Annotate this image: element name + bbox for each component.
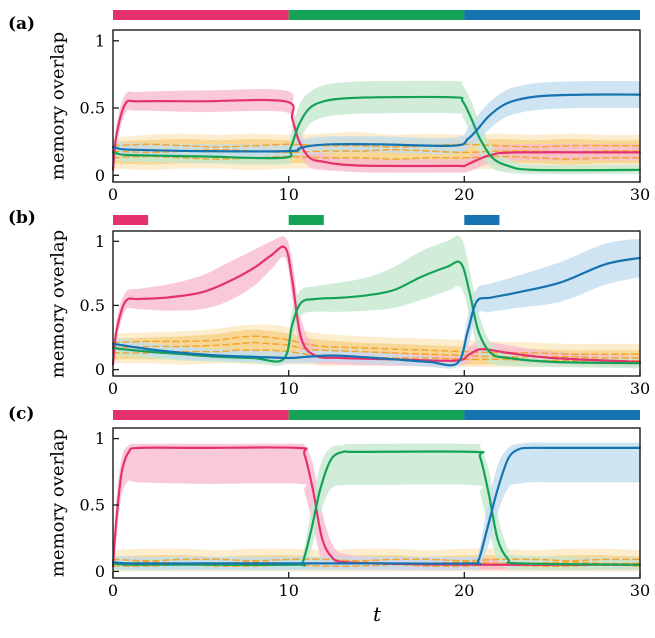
panel-c-plot: 0 10 20 30 0 0.5 1	[80, 410, 650, 600]
y-tick-label: 0	[95, 562, 105, 581]
panel-c-label: (c)	[8, 404, 35, 424]
y-tick-label: 0.5	[80, 496, 105, 515]
panel-b: (b) memory overlap 0 10 20 30 0 0.5 1	[0, 206, 655, 402]
x-tick-label: 20	[454, 185, 474, 204]
stim-bar-green	[288, 10, 465, 20]
x-tick-label: 0	[108, 581, 118, 600]
pink-memory-overlap-band	[113, 236, 640, 369]
green-memory-overlap-band	[113, 80, 640, 174]
other-memory-1-line	[112, 143, 641, 148]
y-tick-label: 1	[95, 31, 105, 50]
other-memory-1-line	[112, 558, 641, 562]
panel-a-label: (a)	[8, 14, 36, 34]
stim-bar-green	[288, 215, 324, 225]
blue-memory-overlap-band	[113, 442, 640, 571]
plot-frame	[112, 427, 641, 579]
x-tick-label: 20	[454, 581, 474, 600]
green-memory-overlap-band	[113, 235, 640, 369]
panel-b-label: (b)	[8, 208, 36, 228]
panel-a: (a) memory overlap 0 10 20 30 0 0.5 1	[0, 0, 655, 206]
x-tick-label: 30	[630, 581, 650, 600]
green-memory-overlap-line	[111, 450, 642, 567]
x-tick-label: 10	[279, 581, 299, 600]
other-memory-3-line	[112, 563, 641, 567]
y-tick-label: 0	[95, 360, 105, 379]
blue-memory-overlap-band	[113, 238, 640, 369]
x-tick-label: 10	[279, 379, 299, 398]
panel-a-plot: 0 10 20 30 0 0.5 1	[80, 10, 650, 204]
pink-memory-overlap-line	[111, 245, 642, 366]
y-tick-label: 0.5	[80, 296, 105, 315]
x-tick-label: 30	[630, 185, 650, 204]
blue-memory-overlap-line	[111, 256, 642, 367]
green-memory-overlap-line	[111, 260, 642, 365]
x-axis-label: t	[372, 602, 382, 626]
pink-memory-overlap-band	[113, 443, 640, 572]
blue-memory-overlap-line	[111, 93, 642, 153]
x-tick-label: 0	[108, 379, 118, 398]
y-tick-label: 1	[95, 429, 105, 448]
blue-memory-overlap-band	[113, 81, 640, 159]
stim-bar-pink	[113, 215, 149, 225]
stim-bar-blue	[464, 10, 640, 20]
stim-bar-pink	[113, 10, 289, 20]
stim-bar-pink	[113, 410, 289, 420]
green-memory-overlap-line	[111, 95, 642, 172]
green-memory-overlap-band	[113, 443, 640, 571]
stim-bar-blue	[464, 215, 500, 225]
x-tick-label: 30	[630, 379, 650, 398]
panel-c: (c) memory overlap 0 10 20 30 0 0.5 1 t	[0, 402, 655, 638]
x-tick-label: 10	[279, 185, 299, 204]
stim-bar-green	[288, 410, 465, 420]
x-tick-label: 0	[108, 185, 118, 204]
panel-c-ylabel: memory overlap	[47, 428, 69, 578]
pink-memory-overlap-line	[111, 98, 642, 171]
y-tick-label: 0	[95, 166, 105, 185]
other-memory-1-line	[112, 335, 641, 356]
y-tick-label: 1	[95, 232, 105, 251]
plot-frame	[112, 29, 641, 183]
x-tick-label: 20	[454, 379, 474, 398]
stim-bar-blue	[464, 410, 640, 420]
plot-frame	[112, 230, 641, 377]
other-memory-3-line	[112, 155, 641, 160]
panel-b-ylabel: memory overlap	[47, 229, 69, 379]
panel-b-plot: 0 10 20 30 0 0.5 1	[80, 215, 650, 398]
blue-memory-overlap-line	[111, 446, 642, 566]
y-tick-label: 0.5	[80, 99, 105, 118]
panel-a-ylabel: memory overlap	[47, 31, 69, 181]
